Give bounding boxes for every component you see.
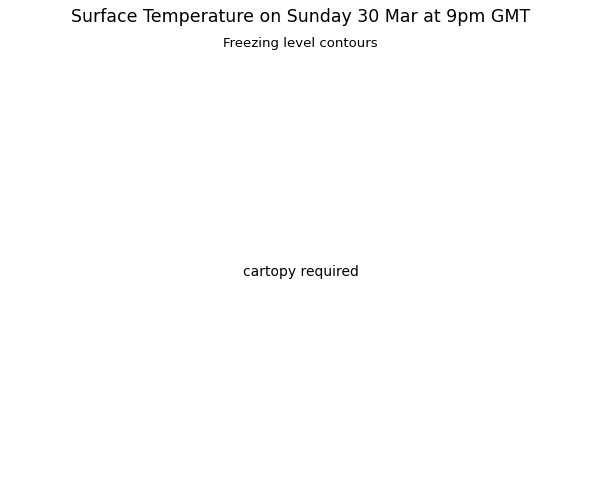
Text: Surface Temperature on Sunday 30 Mar at 9pm GMT: Surface Temperature on Sunday 30 Mar at … <box>71 8 530 26</box>
Text: cartopy required: cartopy required <box>243 265 358 279</box>
Text: Freezing level contours: Freezing level contours <box>223 37 378 50</box>
